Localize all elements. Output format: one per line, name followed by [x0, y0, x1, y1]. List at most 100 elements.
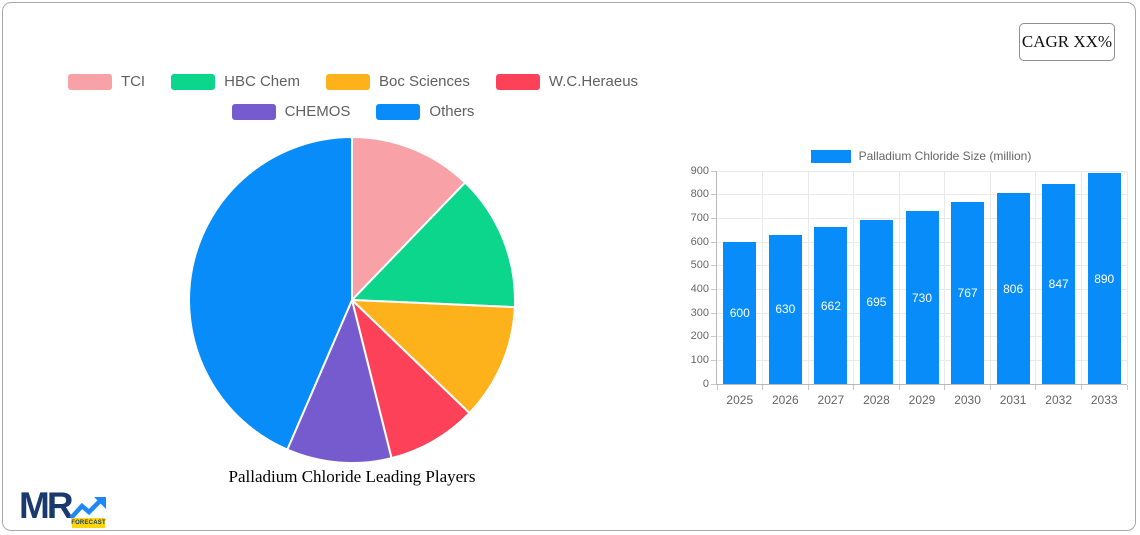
- pie-slice-chemos[interactable]: [286, 299, 393, 464]
- pie-slice-tci[interactable]: [351, 136, 467, 301]
- bar-2031[interactable]: 806: [996, 193, 1030, 384]
- y-axis-tick-label: 800: [690, 188, 709, 201]
- bar-value-label: 695: [866, 294, 887, 309]
- legend-item-chemos[interactable]: CHEMOS: [231, 103, 351, 120]
- pie-legend: TCI HBC Chem Boc Sciences W.C.Heraeus CHEMOS…: [43, 73, 663, 120]
- legend-item-boc-sciences[interactable]: Boc Sciences: [325, 73, 470, 90]
- legend-swatch: [810, 149, 851, 163]
- bar-value-label: 847: [1048, 276, 1069, 291]
- y-tick-mark: [711, 217, 716, 219]
- y-tick-mark: [711, 170, 716, 172]
- y-axis-tick-label: 400: [690, 282, 709, 295]
- legend-label: Boc Sciences: [378, 73, 470, 90]
- legend-swatch: [376, 103, 421, 120]
- x-tick-mark: [807, 385, 809, 390]
- x-axis-tick-label: 2032: [1045, 393, 1072, 407]
- legend-label: Palladium Chloride Size (million): [858, 149, 1032, 163]
- bar-chart-legend: Palladium Chloride Size (million): [716, 149, 1126, 163]
- pie-slice-boc-sciences[interactable]: [351, 299, 516, 415]
- legend-item-palladium-chloride-size-million[interactable]: Palladium Chloride Size (million): [810, 149, 1032, 163]
- y-tick-mark: [711, 312, 716, 314]
- y-axis-tick-label: 600: [690, 235, 709, 248]
- x-axis-tick-label: 2026: [771, 393, 799, 407]
- x-tick-mark: [716, 385, 718, 390]
- gridline: [853, 171, 855, 384]
- bar-2029[interactable]: 730: [905, 211, 939, 384]
- legend-label: CHEMOS: [284, 103, 351, 120]
- y-tick-mark: [711, 265, 716, 267]
- bar-value-label: 890: [1094, 271, 1115, 286]
- x-axis-tick-label: 2031: [999, 393, 1027, 407]
- legend-item-others[interactable]: Others: [376, 103, 474, 120]
- legend-swatch: [231, 103, 276, 120]
- bar-2032[interactable]: 847: [1042, 183, 1076, 384]
- x-axis-tick-label: 2025: [726, 393, 754, 407]
- x-tick-mark: [762, 385, 764, 390]
- y-axis-tick-label: 100: [690, 353, 709, 366]
- x-tick-mark: [898, 385, 900, 390]
- pie-title: Palladium Chloride Leading Players: [228, 467, 476, 486]
- bar-value-label: 630: [775, 302, 796, 317]
- bar-value-label: 600: [729, 306, 750, 320]
- legend-item-w-c-heraeus[interactable]: W.C.Heraeus: [495, 73, 638, 90]
- gridline: [807, 171, 809, 384]
- pie-slice-others[interactable]: [188, 136, 353, 451]
- x-tick-mark: [989, 385, 991, 390]
- y-tick-mark: [711, 288, 716, 290]
- gridline: [944, 171, 946, 384]
- x-axis-tick-label: 2027: [817, 393, 845, 407]
- bar-value-label: 662: [820, 298, 841, 313]
- bar-2025[interactable]: 600: [723, 242, 757, 384]
- x-tick-mark: [944, 385, 946, 390]
- gridline: [762, 171, 764, 384]
- mrforecast-logo: MR FORECAST: [19, 487, 114, 533]
- logo-badge: FORECAST: [71, 518, 106, 528]
- legend-swatch: [325, 73, 370, 90]
- trend-up-arrow-icon: [69, 497, 106, 520]
- x-tick-mark: [853, 385, 855, 390]
- x-axis-tick-label: 2029: [908, 393, 936, 407]
- y-axis-tick-label: 500: [690, 259, 709, 272]
- x-axis-tick-label: 2030: [954, 393, 981, 407]
- legend-label: Others: [429, 103, 475, 120]
- legend-item-tci[interactable]: TCI: [67, 73, 146, 90]
- bar-2027[interactable]: 662: [814, 227, 848, 384]
- gridline: [717, 170, 1127, 172]
- y-axis-tick-label: 0: [702, 377, 709, 390]
- gridline: [989, 171, 991, 384]
- y-axis-tick-label: 900: [690, 164, 709, 177]
- y-tick-mark: [711, 383, 716, 385]
- bar-2026[interactable]: 630: [768, 234, 802, 384]
- bar-value-label: 767: [957, 286, 978, 301]
- cagr-button[interactable]: CAGR XX%: [1019, 23, 1115, 61]
- pie-legend-row: CHEMOS Others: [231, 103, 474, 120]
- y-tick-mark: [711, 359, 716, 361]
- legend-swatch: [495, 73, 540, 90]
- bar-2028[interactable]: 695: [859, 219, 893, 384]
- bar-plot-area: 0 100 200 300 400 500 600 700 800 900 600 2025 630 20…: [691, 165, 1128, 407]
- y-tick-mark: [711, 241, 716, 243]
- x-tick-mark: [1080, 385, 1082, 390]
- pie-slice-w-c-heraeus[interactable]: [351, 299, 471, 460]
- legend-item-hbc-chem[interactable]: HBC Chem: [171, 73, 300, 90]
- y-tick-mark: [711, 336, 716, 338]
- legend-label: TCI: [120, 73, 146, 90]
- bar-chart: Palladium Chloride Size (million) 0 100 20…: [691, 141, 1140, 413]
- gridline: [1035, 171, 1037, 384]
- legend-label: HBC Chem: [224, 73, 300, 90]
- y-axis-tick-label: 200: [690, 330, 709, 343]
- gridline: [1080, 171, 1082, 384]
- legend-swatch: [171, 73, 216, 90]
- pie-chart: [188, 136, 516, 464]
- pie-legend-row: TCI HBC Chem Boc Sciences W.C.Heraeus: [67, 73, 638, 90]
- x-tick-mark: [1126, 385, 1128, 390]
- x-tick-mark: [1035, 385, 1037, 390]
- bar-2033[interactable]: 890: [1087, 173, 1121, 384]
- y-tick-mark: [711, 194, 716, 196]
- pie-slice-hbc-chem[interactable]: [351, 181, 516, 309]
- x-axis-tick-label: 2033: [1090, 393, 1118, 407]
- bar-value-label: 730: [911, 290, 933, 305]
- bar-2030[interactable]: 767: [951, 202, 985, 384]
- y-axis-tick-label: 700: [690, 211, 709, 224]
